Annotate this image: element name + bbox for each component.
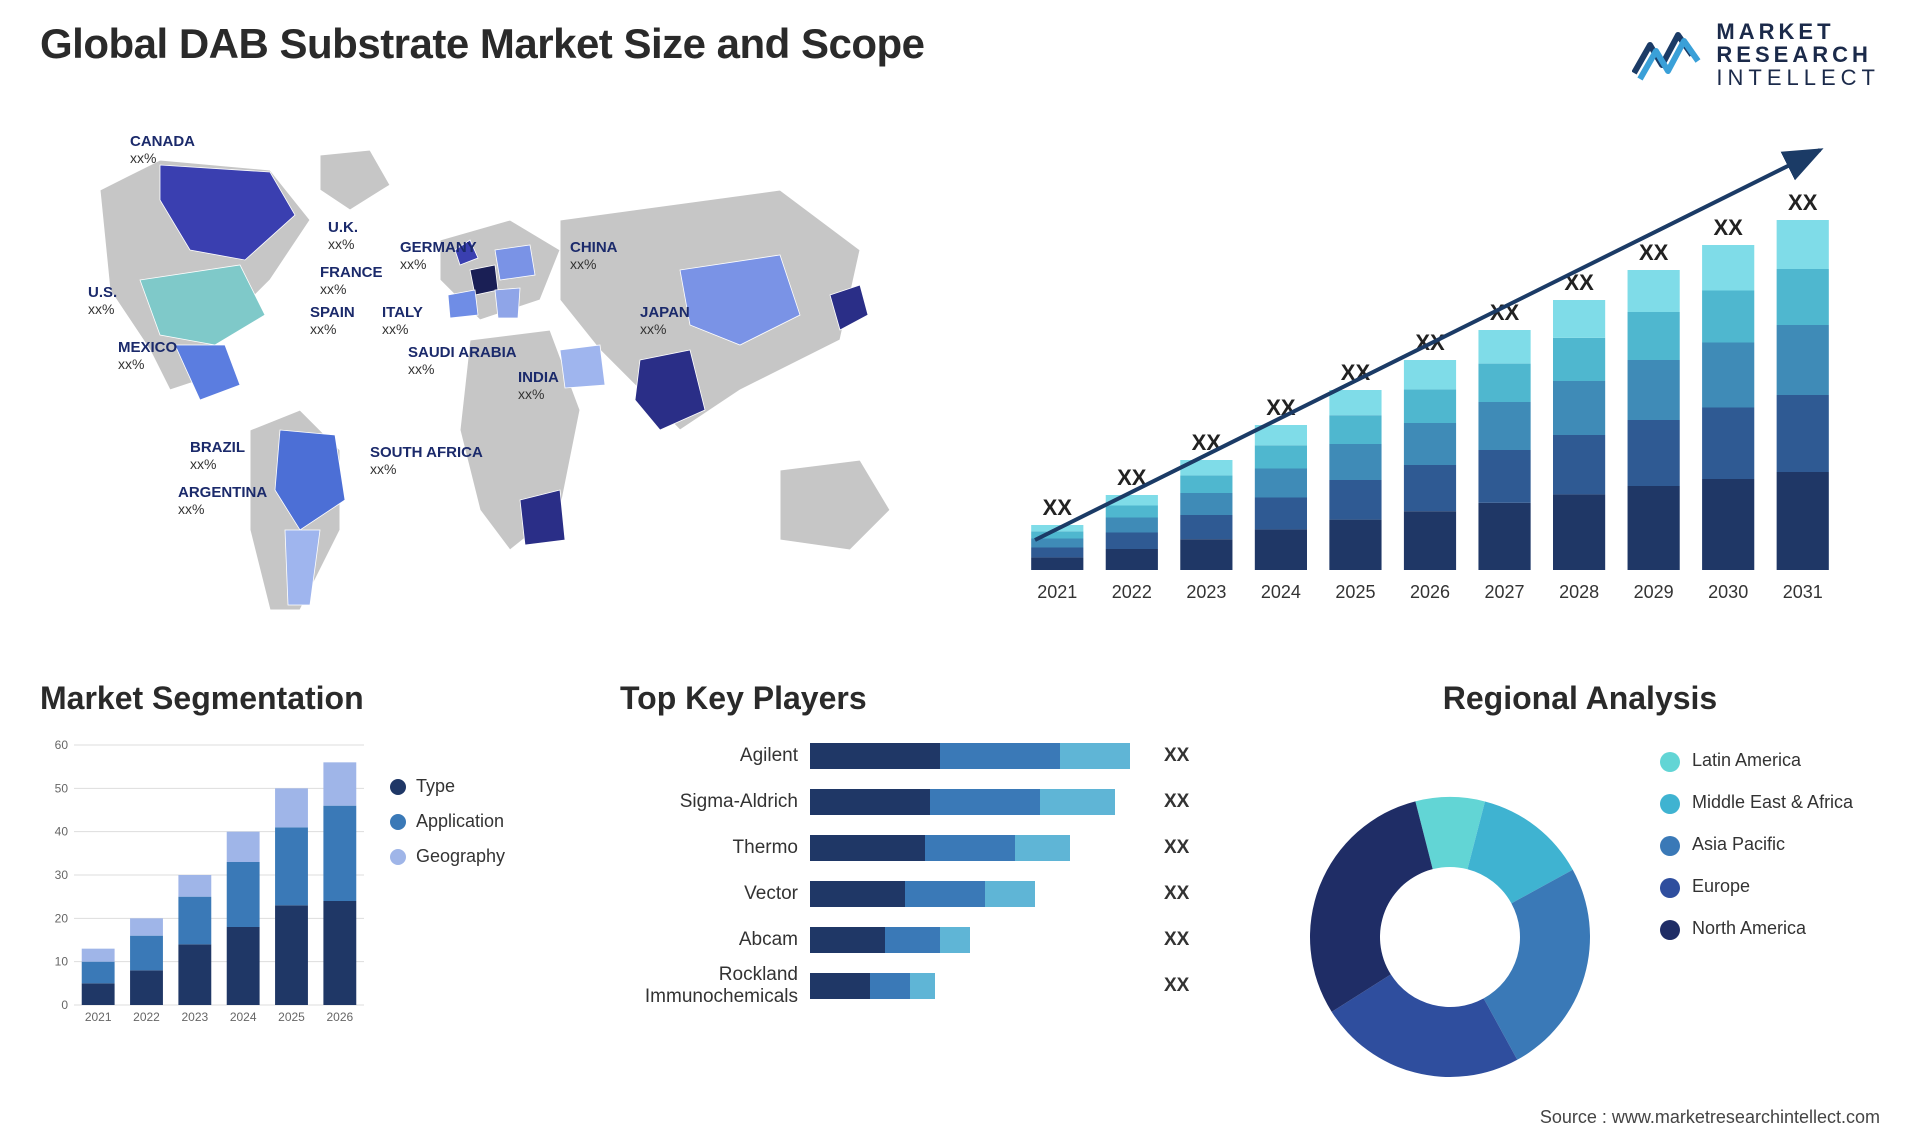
svg-text:2030: 2030: [1708, 582, 1748, 602]
segmentation-title: Market Segmentation: [40, 680, 580, 717]
svg-text:2024: 2024: [1261, 582, 1301, 602]
seg-legend-geography: Geography: [390, 846, 505, 867]
region-legend-latin-america: Latin America: [1660, 750, 1870, 772]
svg-text:2021: 2021: [85, 1010, 112, 1024]
kp-bar: [810, 835, 1150, 861]
kp-value: XX: [1164, 791, 1189, 813]
kp-label: Rockland Immunochemicals: [620, 964, 810, 1008]
svg-text:2021: 2021: [1037, 582, 1077, 602]
country-label-germany: GERMANYxx%: [400, 240, 477, 272]
country-label-italy: ITALYxx%: [382, 305, 423, 337]
country-label-argentina: ARGENTINAxx%: [178, 485, 267, 517]
svg-text:2023: 2023: [1186, 582, 1226, 602]
kp-bar: [810, 927, 1150, 953]
svg-text:2027: 2027: [1485, 582, 1525, 602]
country-label-brazil: BRAZILxx%: [190, 440, 245, 472]
country-label-saudi-arabia: SAUDI ARABIAxx%: [408, 345, 517, 377]
kp-value: XX: [1164, 883, 1189, 905]
keyplayers-title: Top Key Players: [620, 680, 1220, 717]
keyplayers-body: Agilent XX Sigma-Aldrich XX Thermo XX Vector XX…: [620, 741, 1220, 1001]
kp-row-vector: Vector XX: [620, 879, 1220, 909]
header: Global DAB Substrate Market Size and Sco…: [40, 20, 1880, 110]
kp-row-rockland-immunochemicals: Rockland ImmunochemicalsXX: [620, 971, 1220, 1001]
country-label-u-s-: U.S.xx%: [88, 285, 117, 317]
kp-value: XX: [1164, 837, 1189, 859]
svg-text:2022: 2022: [133, 1010, 160, 1024]
svg-text:2024: 2024: [230, 1010, 257, 1024]
kp-row-sigma-aldrich: Sigma-Aldrich XX: [620, 787, 1220, 817]
kp-bar: [810, 789, 1150, 815]
kp-bar: [810, 881, 1150, 907]
regional-donut: [1280, 727, 1640, 1087]
kp-value: XX: [1164, 929, 1189, 951]
segmentation-chart: 0 10 20 30 40 50 60 2021 2022 2023 2024 2025 2026: [40, 735, 370, 1035]
country-label-spain: SPAINxx%: [310, 305, 355, 337]
kp-row-agilent: Agilent XX: [620, 741, 1220, 771]
kp-bar: [810, 743, 1150, 769]
svg-text:XX: XX: [1788, 190, 1818, 215]
kp-row-thermo: Thermo XX: [620, 833, 1220, 863]
kp-value: XX: [1164, 975, 1189, 997]
kp-label: Agilent: [620, 745, 810, 767]
regional-panel: Regional Analysis Latin America Middle Ea…: [1280, 680, 1880, 1080]
country-label-france: FRANCExx%: [320, 265, 383, 297]
svg-text:30: 30: [55, 868, 69, 882]
svg-text:0: 0: [61, 998, 68, 1012]
growth-chart: XX2021XX2022XX2023XX2024XX2025XX2026XX20…: [980, 140, 1860, 640]
svg-text:2029: 2029: [1634, 582, 1674, 602]
logo-line1: MARKET: [1716, 20, 1880, 43]
country-label-india: INDIAxx%: [518, 370, 559, 402]
region-legend-europe: Europe: [1660, 876, 1870, 898]
regional-title: Regional Analysis: [1280, 680, 1880, 717]
svg-text:2026: 2026: [326, 1010, 353, 1024]
growth-svg: XX2021XX2022XX2023XX2024XX2025XX2026XX20…: [980, 140, 1860, 640]
svg-text:2025: 2025: [1335, 582, 1375, 602]
kp-bar: [810, 973, 1150, 999]
svg-text:2031: 2031: [1783, 582, 1823, 602]
svg-text:2022: 2022: [1112, 582, 1152, 602]
svg-text:2023: 2023: [181, 1010, 208, 1024]
map-svg: [40, 130, 940, 650]
page-title: Global DAB Substrate Market Size and Sco…: [40, 20, 925, 68]
world-map: CANADAxx% U.S.xx%MEXICOxx% BRAZILxx% ARGENT…: [40, 130, 940, 650]
svg-text:XX: XX: [1043, 495, 1073, 520]
kp-label: Abcam: [620, 929, 810, 951]
kp-label: Sigma-Aldrich: [620, 791, 810, 813]
country-label-south-africa: SOUTH AFRICAxx%: [370, 445, 483, 477]
kp-value: XX: [1164, 745, 1189, 767]
segmentation-legend: Type Application Geography: [390, 776, 505, 881]
kp-label: Thermo: [620, 837, 810, 859]
country-label-mexico: MEXICOxx%: [118, 340, 177, 372]
keyplayers-panel: Top Key Players Agilent XX Sigma-Aldrich XX…: [620, 680, 1220, 1080]
region-legend-asia-pacific: Asia Pacific: [1660, 834, 1870, 856]
segmentation-panel: Market Segmentation 0 10 20 30 40 50 60 2021 202…: [40, 680, 580, 1080]
logo-line2: RESEARCH: [1716, 43, 1880, 66]
svg-text:40: 40: [55, 825, 69, 839]
svg-text:10: 10: [55, 955, 69, 969]
svg-text:2026: 2026: [1410, 582, 1450, 602]
source-line: Source : www.marketresearchintellect.com: [1540, 1107, 1880, 1128]
country-label-china: CHINAxx%: [570, 240, 618, 272]
brand-logo: MARKET RESEARCH INTELLECT: [1632, 20, 1880, 89]
svg-text:2028: 2028: [1559, 582, 1599, 602]
svg-text:50: 50: [55, 781, 69, 795]
country-label-canada: CANADAxx%: [130, 134, 195, 166]
logo-icon: [1632, 25, 1702, 85]
svg-text:XX: XX: [1639, 240, 1669, 265]
logo-text: MARKET RESEARCH INTELLECT: [1716, 20, 1880, 89]
seg-legend-type: Type: [390, 776, 505, 797]
country-label-u-k-: U.K.xx%: [328, 220, 358, 252]
svg-text:XX: XX: [1714, 215, 1744, 240]
svg-text:60: 60: [55, 738, 69, 752]
seg-legend-application: Application: [390, 811, 505, 832]
kp-label: Vector: [620, 883, 810, 905]
regional-legend: Latin America Middle East & Africa Asia Pa…: [1660, 750, 1870, 960]
region-legend-middle-east-africa: Middle East & Africa: [1660, 792, 1870, 814]
country-label-japan: JAPANxx%: [640, 305, 690, 337]
svg-text:20: 20: [55, 911, 69, 925]
svg-text:2025: 2025: [278, 1010, 305, 1024]
logo-line3: INTELLECT: [1716, 66, 1880, 89]
region-legend-north-america: North America: [1660, 918, 1870, 940]
kp-row-abcam: Abcam XX: [620, 925, 1220, 955]
